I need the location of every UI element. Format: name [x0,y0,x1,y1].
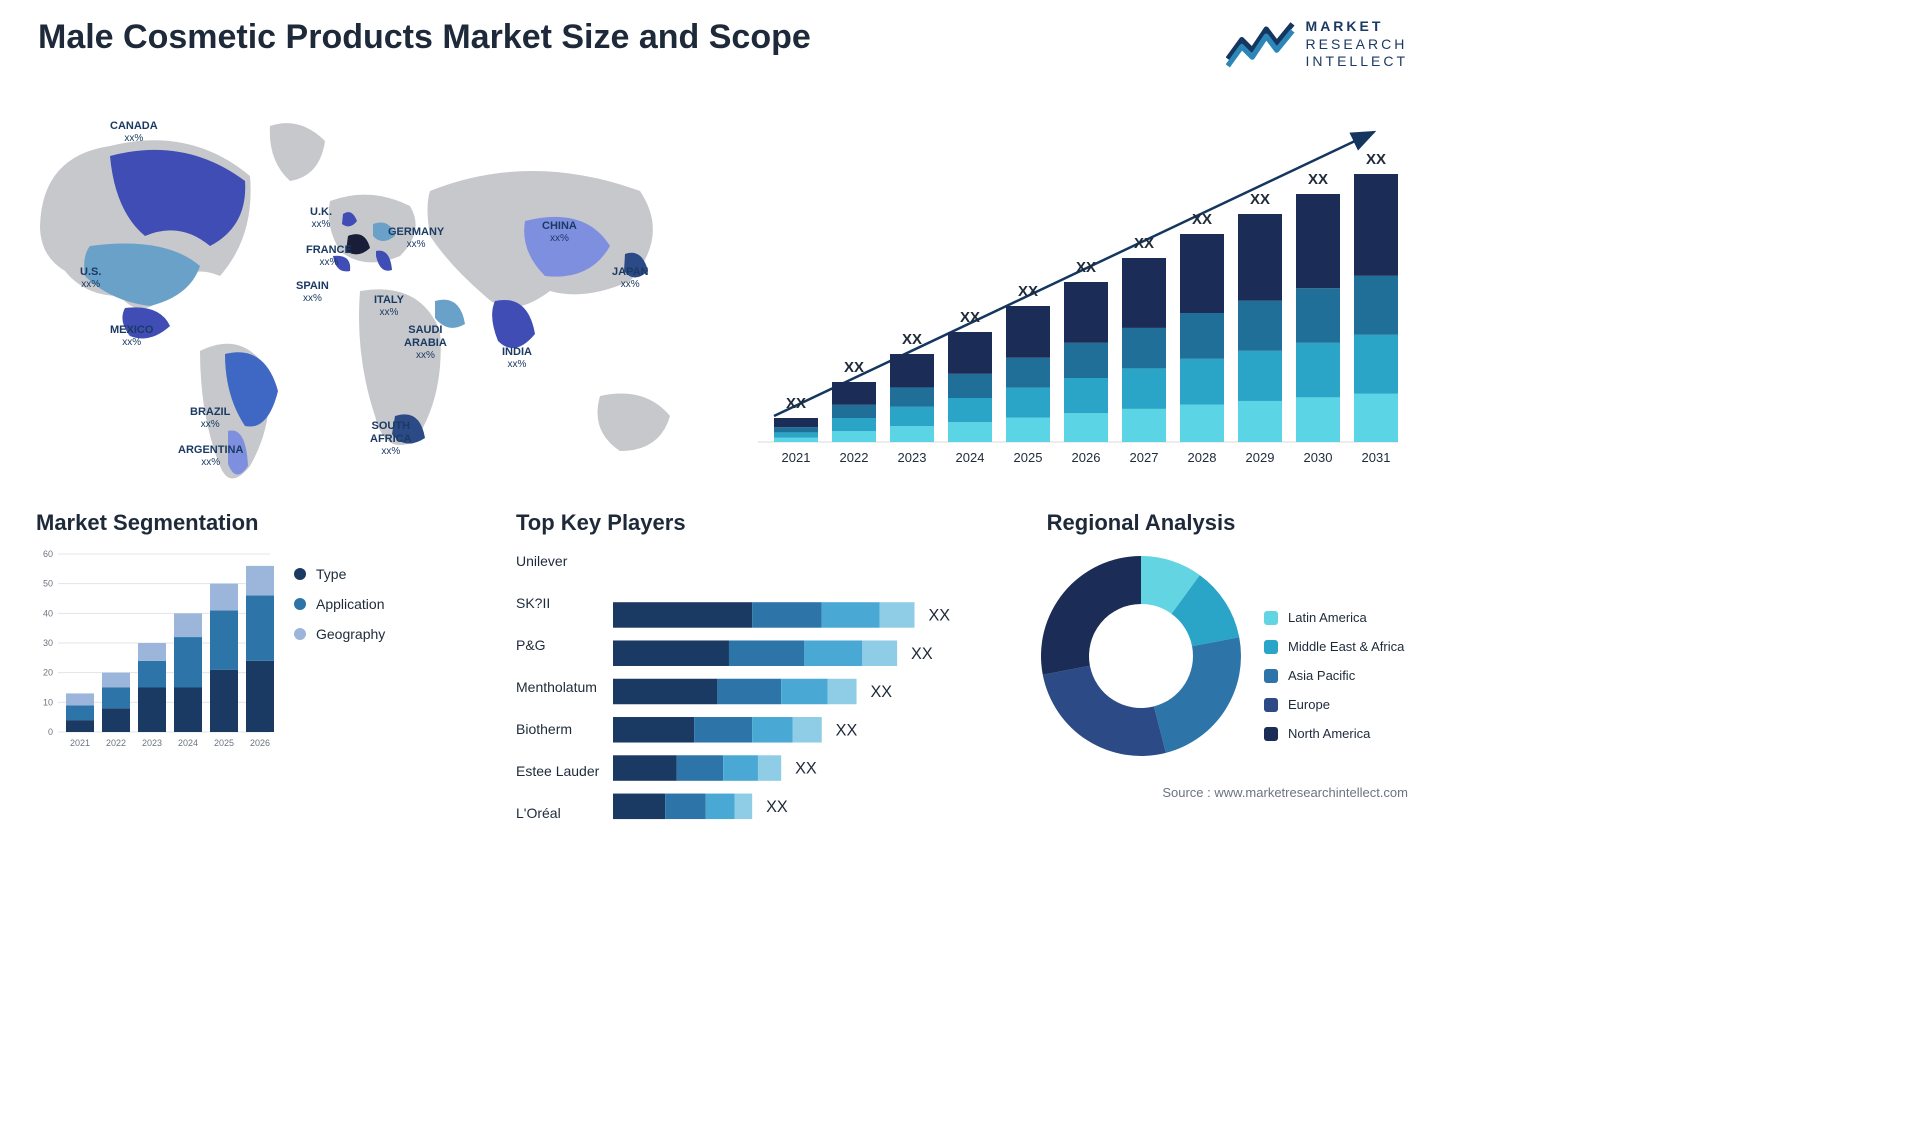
logo-mark-icon [1226,20,1296,68]
regional-donut [1036,548,1246,758]
map-label-canada: CANADAxx% [110,120,158,145]
svg-text:2024: 2024 [956,450,985,465]
svg-text:XX: XX [871,683,893,701]
page-title: Male Cosmetic Products Market Size and S… [38,18,811,57]
svg-text:XX: XX [1134,235,1154,252]
world-map-panel: CANADAxx% U.S.xx% MEXICOxx% BRAZILxx% ARGENT… [30,96,710,496]
players-panel: Top Key Players Unilever SK?II P&G Menthola… [516,510,996,835]
svg-text:XX: XX [902,331,922,348]
svg-text:2031: 2031 [1362,450,1391,465]
regional-legend: Latin America Middle East & Africa Asia Pa… [1264,604,1404,741]
svg-text:XX: XX [836,721,858,739]
growth-chart: XX 2021 XX 2022 XX 2023 XX 2024 XX 2025 XX 2026 XX 20… [758,100,1398,470]
map-label-india: INDIAxx% [502,346,532,371]
svg-text:2025: 2025 [214,738,234,748]
svg-text:2029: 2029 [1246,450,1275,465]
svg-text:2022: 2022 [840,450,869,465]
seg-legend-item: Geography [294,626,385,642]
svg-text:2030: 2030 [1304,450,1333,465]
map-label-southafrica: SOUTHAFRICAxx% [370,420,412,458]
segmentation-title: Market Segmentation [36,510,476,536]
svg-text:2022: 2022 [106,738,126,748]
svg-text:2025: 2025 [1014,450,1043,465]
seg-legend-item: Application [294,596,385,612]
player-name: L'Oréal [516,802,599,824]
svg-text:XX: XX [911,645,933,663]
map-label-spain: SPAINxx% [296,280,329,305]
svg-text:2026: 2026 [1072,450,1101,465]
region-legend-item: Latin America [1264,610,1404,625]
svg-text:2021: 2021 [782,450,811,465]
region-legend-item: Asia Pacific [1264,668,1404,683]
svg-text:XX: XX [1308,171,1328,188]
svg-text:XX: XX [786,395,806,412]
segmentation-chart: 0 10 20 30 40 50 60 2021 2022 2023 2024 2025 2026 [36,548,276,758]
svg-text:0: 0 [48,727,53,737]
map-label-japan: JAPANxx% [612,266,648,291]
svg-text:20: 20 [43,668,53,678]
map-label-france: FRANCExx% [306,244,352,269]
svg-text:2021: 2021 [70,738,90,748]
player-name: Unilever [516,550,599,572]
svg-text:XX: XX [1192,211,1212,228]
svg-text:2023: 2023 [142,738,162,748]
svg-text:30: 30 [43,638,53,648]
svg-text:50: 50 [43,579,53,589]
svg-text:XX: XX [1250,191,1270,208]
map-label-us: U.S.xx% [80,266,101,291]
svg-text:XX: XX [929,607,951,625]
player-name: Biotherm [516,718,599,740]
svg-text:2026: 2026 [250,738,270,748]
svg-text:XX: XX [960,309,980,326]
map-label-uk: U.K.xx% [310,206,332,231]
map-label-italy: ITALYxx% [374,294,404,319]
map-label-mexico: MEXICOxx% [110,324,153,349]
svg-text:XX: XX [766,798,788,816]
player-name: SK?II [516,592,599,614]
map-label-saudiarabia: SAUDIARABIAxx% [404,324,447,362]
svg-text:XX: XX [1366,151,1386,168]
player-name: Estee Lauder [516,760,599,782]
players-names: Unilever SK?II P&G Mentholatum Biotherm Estee… [516,548,599,835]
svg-text:2023: 2023 [898,450,927,465]
region-legend-item: Middle East & Africa [1264,639,1404,654]
players-title: Top Key Players [516,510,996,536]
svg-text:2027: 2027 [1130,450,1159,465]
region-legend-item: North America [1264,726,1404,741]
svg-text:60: 60 [43,549,53,559]
player-name: P&G [516,634,599,656]
logo-text: MARKET RESEARCH INTELLECT [1306,18,1408,71]
svg-text:40: 40 [43,608,53,618]
map-label-argentina: ARGENTINAxx% [178,444,243,469]
map-label-china: CHINAxx% [542,220,577,245]
players-chart: XX XX XX XX XX XX [613,548,996,835]
player-name: Mentholatum [516,676,599,698]
svg-text:XX: XX [1076,259,1096,276]
svg-text:2028: 2028 [1188,450,1217,465]
svg-text:XX: XX [795,760,817,778]
source-label: Source : www.marketresearchintellect.com [1162,785,1408,800]
seg-legend-item: Type [294,566,385,582]
map-label-brazil: BRAZILxx% [190,406,230,431]
svg-text:XX: XX [1018,283,1038,300]
brand-logo: MARKET RESEARCH INTELLECT [1226,18,1408,71]
svg-text:XX: XX [844,359,864,376]
svg-text:10: 10 [43,697,53,707]
segmentation-legend: Type Application Geography [294,548,385,758]
map-label-germany: GERMANYxx% [388,226,444,251]
regional-title: Regional Analysis [1036,510,1246,536]
segmentation-panel: Market Segmentation 0 10 20 30 40 50 60 2021 202… [36,510,476,835]
region-legend-item: Europe [1264,697,1404,712]
svg-text:2024: 2024 [178,738,198,748]
